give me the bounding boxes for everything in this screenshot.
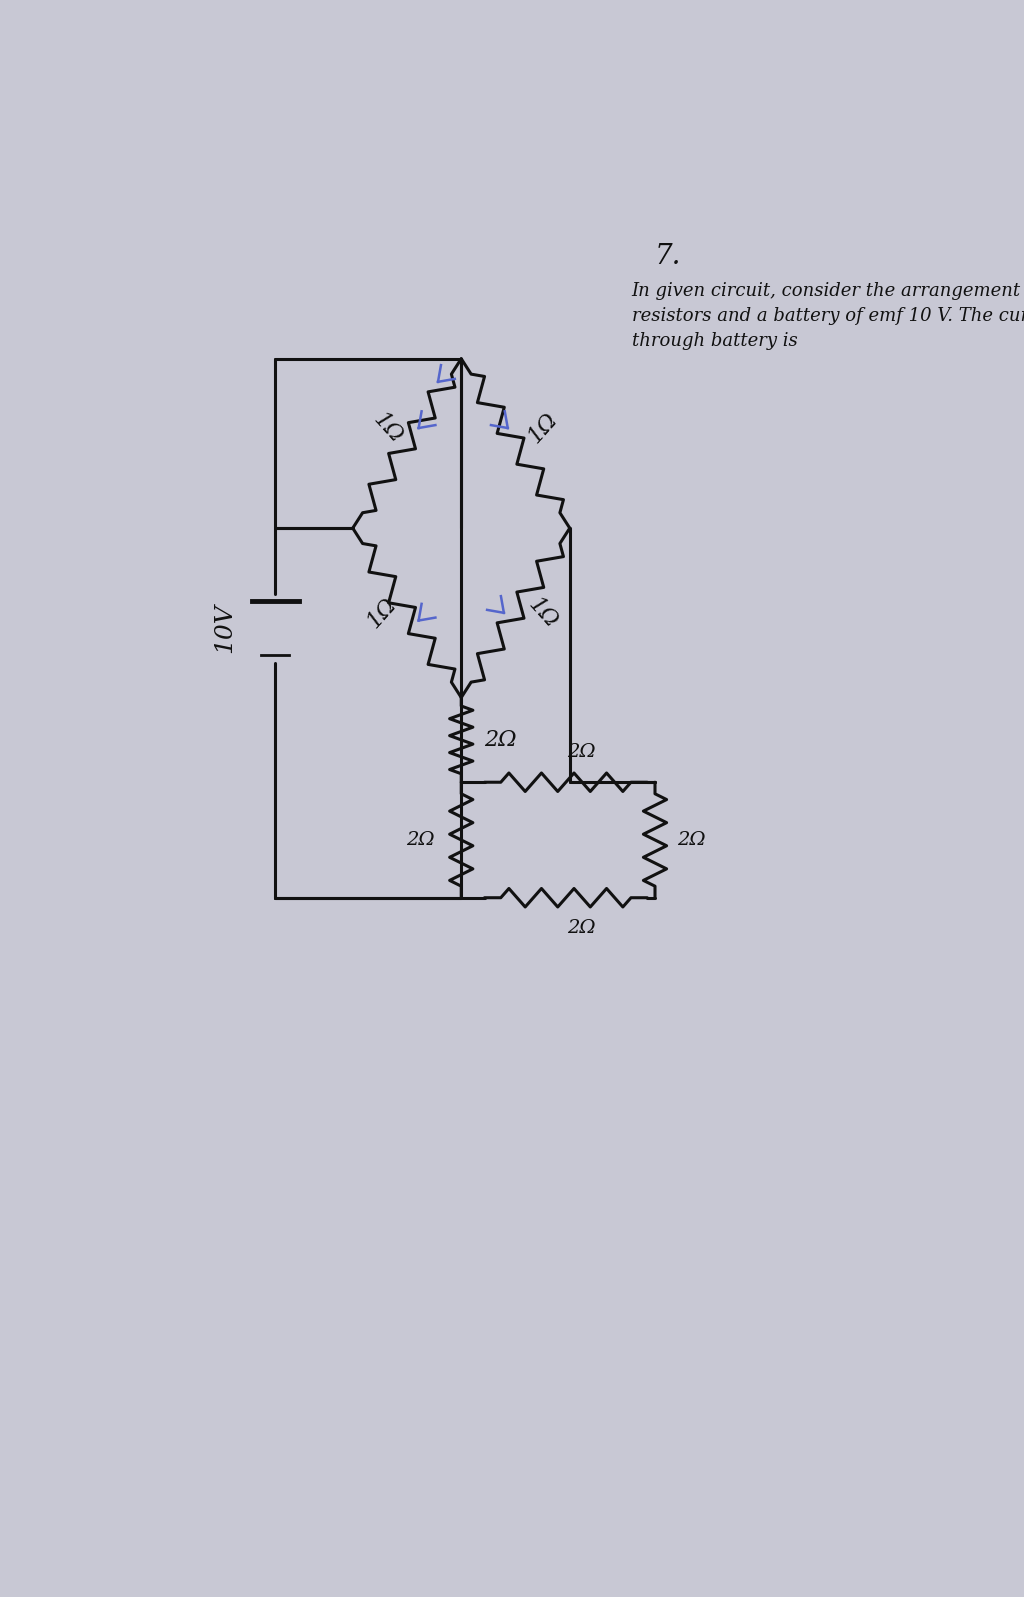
Text: 2Ω: 2Ω [567,743,596,760]
Text: 7.: 7. [655,243,682,270]
Text: 2Ω: 2Ω [567,920,596,937]
Text: In given circuit, consider the arrangement of
resistors and a battery of emf 10 : In given circuit, consider the arrangeme… [632,281,1024,350]
Text: 2Ω: 2Ω [406,830,434,850]
Text: 1Ω: 1Ω [369,409,407,447]
Text: 2Ω: 2Ω [677,830,706,850]
Text: 2Ω: 2Ω [484,728,517,751]
Text: 1Ω: 1Ω [364,594,401,632]
Text: 1Ω: 1Ω [523,409,562,447]
Text: 10V: 10V [213,604,237,653]
Text: 1Ω: 1Ω [523,594,562,632]
